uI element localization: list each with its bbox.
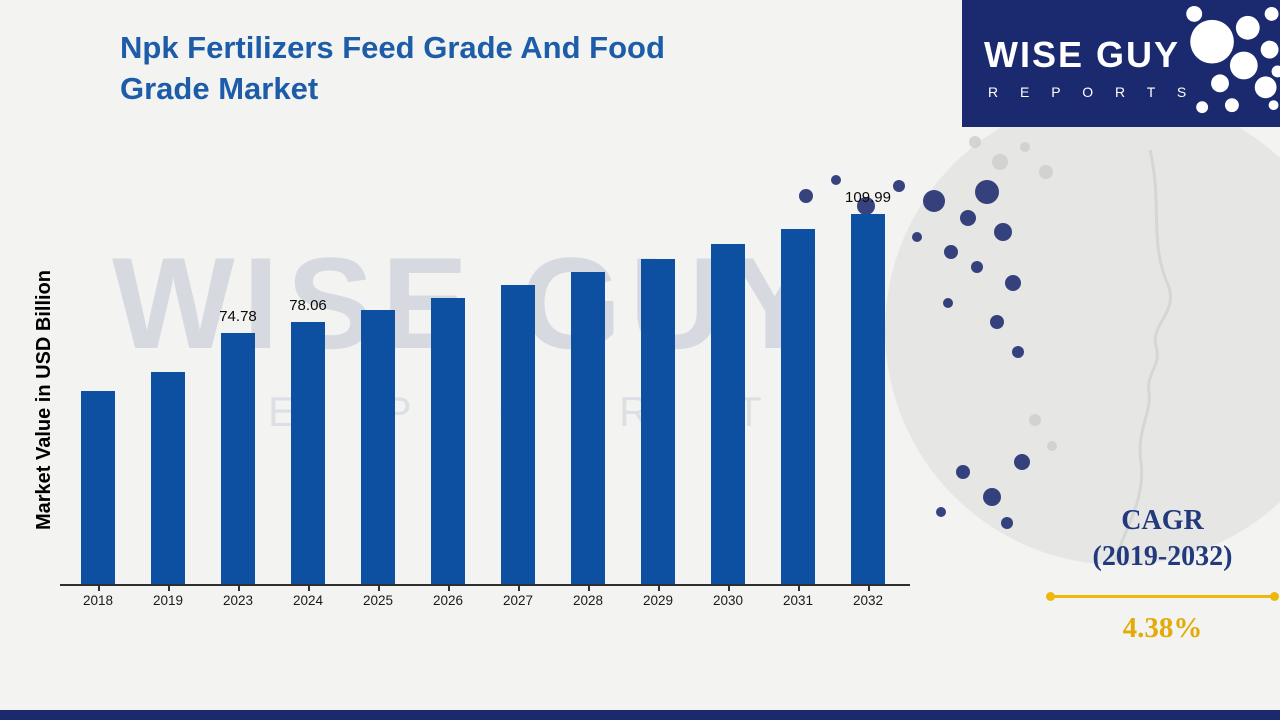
x-axis-line xyxy=(60,584,910,586)
bar-value-label-2023: 74.78 xyxy=(219,308,257,325)
x-tick xyxy=(448,585,450,591)
x-tick-label-2031: 2031 xyxy=(782,593,814,608)
x-tick xyxy=(868,585,870,591)
bar-2026 xyxy=(431,298,465,585)
x-tick xyxy=(658,585,660,591)
bar-2025 xyxy=(361,310,395,585)
cagr-block: CAGR (2019-2032) 4.38% xyxy=(1046,505,1279,645)
face-dots-icon xyxy=(1186,5,1280,114)
x-tick-label-2024: 2024 xyxy=(292,593,324,608)
x-tick-label-2030: 2030 xyxy=(712,593,744,608)
bar-value-label-2032: 109.99 xyxy=(845,189,891,206)
bar-2024 xyxy=(291,322,325,585)
bar-2027 xyxy=(501,285,535,585)
x-tick-label-2029: 2029 xyxy=(642,593,674,608)
bar-2018 xyxy=(81,391,115,585)
bar-2028 xyxy=(571,272,605,585)
bar-2032 xyxy=(851,214,885,585)
x-tick-label-2032: 2032 xyxy=(852,593,884,608)
x-tick-label-2018: 2018 xyxy=(82,593,114,608)
bar-2019 xyxy=(151,372,185,585)
cagr-divider xyxy=(1046,592,1279,601)
bar-value-label-2024: 78.06 xyxy=(289,297,327,314)
logo-brand-text: WISE GUY xyxy=(984,34,1181,75)
x-tick xyxy=(98,585,100,591)
x-tick xyxy=(308,585,310,591)
x-tick-label-2019: 2019 xyxy=(152,593,184,608)
x-tick-label-2026: 2026 xyxy=(432,593,464,608)
bar-chart-plot: 2018 2019 74.78 2023 78.06 2024 2025 2026 2027 20… xyxy=(63,180,903,608)
x-tick xyxy=(798,585,800,591)
x-tick-label-2025: 2025 xyxy=(362,593,394,608)
page-title-line1: Npk Fertilizers Feed Grade And Food xyxy=(120,30,665,65)
x-tick xyxy=(238,585,240,591)
bar-2030 xyxy=(711,244,745,585)
y-axis-label: Market Value in USD Billion xyxy=(33,269,55,531)
x-tick xyxy=(378,585,380,591)
bar-2029 xyxy=(641,259,675,585)
cagr-label: CAGR xyxy=(1121,505,1204,536)
logo-reports-text: R E P O R T S xyxy=(988,84,1196,100)
page-title-line2: Grade Market xyxy=(120,70,319,106)
cagr-range: (2019-2032) xyxy=(1092,541,1233,572)
x-tick xyxy=(518,585,520,591)
cagr-value: 4.38% xyxy=(1122,612,1203,644)
head-silhouette xyxy=(885,95,1280,565)
bottom-accent-bar xyxy=(0,710,1280,720)
x-tick xyxy=(588,585,590,591)
x-tick-label-2027: 2027 xyxy=(502,593,534,608)
bar-2031 xyxy=(781,229,815,585)
x-tick xyxy=(168,585,170,591)
bar-2023 xyxy=(221,333,255,585)
x-tick-label-2028: 2028 xyxy=(572,593,604,608)
wiseguy-reports-logo: WISE GUY R E P O R T S xyxy=(962,0,1280,127)
page-title: Npk Fertilizers Feed Grade And Food Grade… xyxy=(120,28,665,110)
x-tick-label-2023: 2023 xyxy=(222,593,254,608)
x-tick xyxy=(728,585,730,591)
